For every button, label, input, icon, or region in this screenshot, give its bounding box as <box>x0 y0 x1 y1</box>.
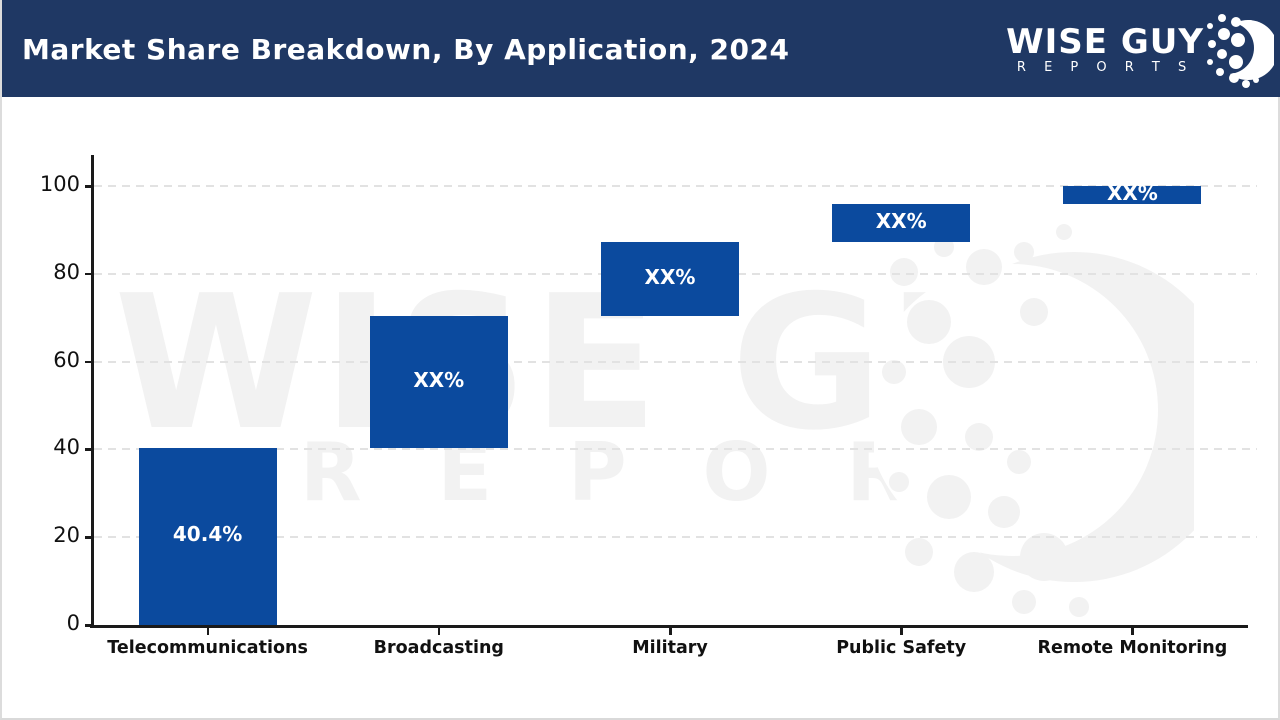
y-axis-tick <box>85 448 92 451</box>
gridline <box>94 360 1257 363</box>
gridline <box>94 185 1257 187</box>
x-axis-tick <box>206 627 210 635</box>
bar-value-label: XX% <box>1106 180 1158 205</box>
watermark-head-icon <box>874 224 1194 617</box>
bar-segment <box>832 203 971 243</box>
y-axis-tick <box>85 360 92 364</box>
bar-value-label: 40.4% <box>172 522 243 547</box>
y-axis-tick <box>85 536 92 539</box>
x-tick-label: Public Safety <box>836 638 967 658</box>
x-tick-label: Military <box>632 638 708 658</box>
y-tick-label: 20 <box>53 523 80 548</box>
bar-value-label: XX% <box>875 209 927 234</box>
logo-wiseguy-label: WISE GUY <box>1006 22 1204 62</box>
gridline <box>94 448 1257 451</box>
chart-plot-area: 0 20 40 60 80 100 40.4% XX% XX% XX% XX% Telecommuni… <box>2 97 1280 658</box>
x-axis-tick <box>1131 627 1134 635</box>
logo-text: WISE GUY R E P O R T S <box>1006 24 1204 76</box>
gridline <box>94 536 1257 539</box>
y-axis-tick <box>85 185 92 188</box>
y-axis-line <box>91 155 94 627</box>
bar-value-label: XX% <box>413 368 465 392</box>
bar-segment <box>138 447 277 625</box>
chart-title: Market Share Breakdown, By Application, … <box>22 33 790 66</box>
x-tick-label: Telecommunications <box>107 638 308 658</box>
bar-segment <box>601 242 739 317</box>
y-tick-label: 60 <box>53 347 80 372</box>
x-axis-tick <box>437 627 441 635</box>
x-axis-tick <box>900 627 903 635</box>
y-tick-label: 0 <box>66 611 80 635</box>
y-tick-label: 80 <box>53 259 80 284</box>
y-axis-tick <box>85 272 92 276</box>
bar-segment <box>369 316 508 448</box>
y-tick-label: 100 <box>39 172 80 196</box>
y-axis-tick <box>85 624 92 627</box>
wise-guy-reports-logo: WISE GUY R E P O R T S <box>1006 8 1274 90</box>
bar-value-label: XX% <box>644 265 696 290</box>
y-tick-label: 40 <box>53 435 80 460</box>
x-tick-label: Broadcasting <box>373 638 504 658</box>
x-axis-tick <box>669 627 672 635</box>
report-header: Market Share Breakdown, By Application, … <box>2 0 1280 97</box>
bar-segment <box>1063 186 1202 204</box>
x-axis-line <box>90 625 1248 628</box>
logo-reports-label: R E P O R T S <box>1016 60 1194 75</box>
logo-head-icon <box>1202 14 1274 88</box>
x-tick-label: Remote Monitoring <box>1037 638 1228 658</box>
